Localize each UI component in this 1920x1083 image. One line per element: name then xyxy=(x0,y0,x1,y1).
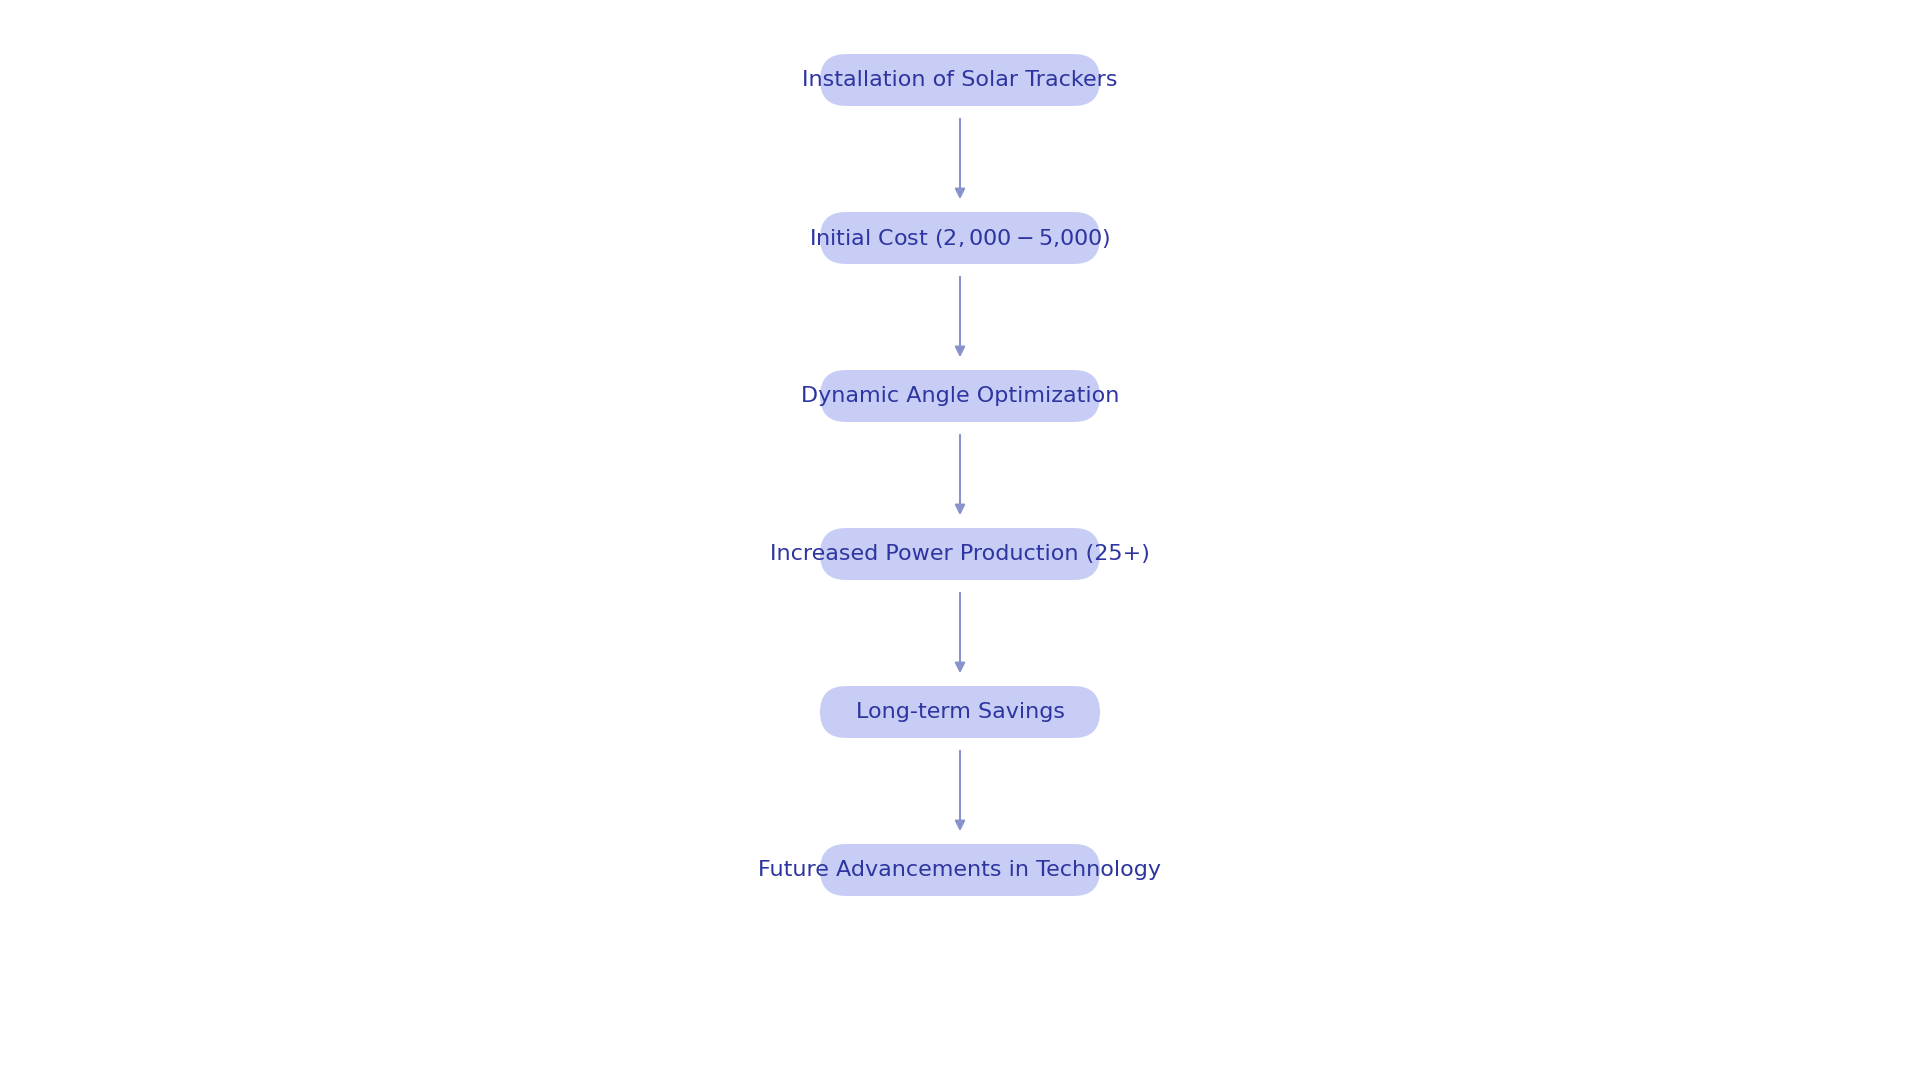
Text: Future Advancements in Technology: Future Advancements in Technology xyxy=(758,860,1162,880)
FancyBboxPatch shape xyxy=(820,370,1100,422)
Text: Installation of Solar Trackers: Installation of Solar Trackers xyxy=(803,70,1117,90)
FancyBboxPatch shape xyxy=(820,212,1100,264)
Text: Increased Power Production (25+): Increased Power Production (25+) xyxy=(770,544,1150,564)
FancyBboxPatch shape xyxy=(820,529,1100,580)
Text: Long-term Savings: Long-term Savings xyxy=(856,702,1064,722)
FancyBboxPatch shape xyxy=(820,686,1100,738)
Text: Initial Cost ($2,000 - $5,000): Initial Cost ($2,000 - $5,000) xyxy=(808,226,1112,249)
FancyBboxPatch shape xyxy=(820,844,1100,896)
FancyBboxPatch shape xyxy=(820,54,1100,106)
Text: Dynamic Angle Optimization: Dynamic Angle Optimization xyxy=(801,386,1119,406)
